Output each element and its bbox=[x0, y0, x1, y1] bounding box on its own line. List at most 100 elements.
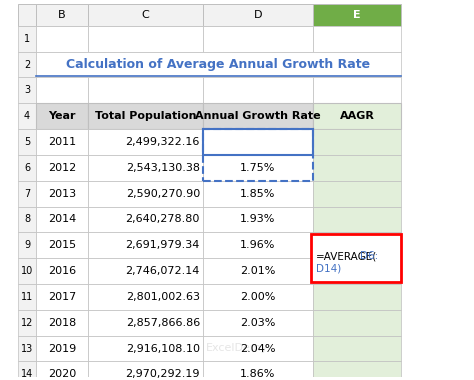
Bar bbox=[18, 361, 36, 380]
Bar bbox=[203, 232, 313, 258]
Bar bbox=[313, 181, 401, 206]
Bar bbox=[313, 78, 401, 103]
Text: 14: 14 bbox=[21, 369, 33, 379]
Bar bbox=[313, 26, 401, 52]
Bar bbox=[18, 78, 36, 103]
Bar bbox=[18, 336, 36, 361]
Text: =AVERAGE(: =AVERAGE( bbox=[316, 251, 377, 261]
Bar bbox=[18, 129, 36, 155]
Bar bbox=[88, 258, 203, 284]
Bar bbox=[203, 206, 313, 232]
Text: 2.04%: 2.04% bbox=[240, 344, 276, 353]
Bar bbox=[36, 361, 88, 380]
Bar bbox=[313, 284, 401, 310]
Text: 2: 2 bbox=[24, 60, 30, 70]
Text: 2015: 2015 bbox=[48, 240, 76, 250]
Bar bbox=[88, 26, 203, 52]
Text: 1.75%: 1.75% bbox=[240, 163, 276, 173]
Bar bbox=[88, 284, 203, 310]
Bar bbox=[313, 129, 401, 155]
Text: 2,801,002.63: 2,801,002.63 bbox=[126, 292, 200, 302]
Text: 2.00%: 2.00% bbox=[240, 292, 276, 302]
Text: Calculation of Average Annual Growth Rate: Calculation of Average Annual Growth Rat… bbox=[66, 58, 371, 71]
Text: 3: 3 bbox=[24, 86, 30, 95]
Text: Year: Year bbox=[48, 111, 76, 121]
Text: 1.93%: 1.93% bbox=[240, 214, 276, 225]
Text: 2019: 2019 bbox=[48, 344, 76, 353]
Text: 1.86%: 1.86% bbox=[240, 369, 276, 379]
Bar bbox=[36, 310, 88, 336]
Bar bbox=[203, 284, 313, 310]
Text: 2,916,108.10: 2,916,108.10 bbox=[126, 344, 200, 353]
Bar bbox=[18, 284, 36, 310]
Bar bbox=[18, 232, 36, 258]
Text: 2012: 2012 bbox=[48, 163, 76, 173]
Bar bbox=[36, 78, 88, 103]
Text: 2014: 2014 bbox=[48, 214, 76, 225]
Text: 2,970,292.19: 2,970,292.19 bbox=[126, 369, 200, 379]
Bar bbox=[313, 258, 401, 284]
Text: 2,746,072.14: 2,746,072.14 bbox=[126, 266, 200, 276]
Bar bbox=[313, 310, 401, 336]
Bar bbox=[18, 52, 36, 78]
Text: 10: 10 bbox=[21, 266, 33, 276]
Bar bbox=[203, 4, 313, 26]
Bar bbox=[18, 155, 36, 181]
Bar bbox=[88, 206, 203, 232]
Text: 2.03%: 2.03% bbox=[240, 318, 276, 328]
Text: B: B bbox=[58, 10, 66, 20]
Bar bbox=[36, 4, 88, 26]
Bar bbox=[36, 206, 88, 232]
Bar bbox=[36, 232, 88, 258]
Text: 2018: 2018 bbox=[48, 318, 76, 328]
Text: D14): D14) bbox=[316, 263, 341, 273]
Bar bbox=[313, 232, 401, 258]
Bar bbox=[36, 258, 88, 284]
Bar bbox=[203, 103, 313, 129]
Bar bbox=[203, 26, 313, 52]
Text: 12: 12 bbox=[21, 318, 33, 328]
Bar bbox=[203, 310, 313, 336]
Text: 2016: 2016 bbox=[48, 266, 76, 276]
Text: C: C bbox=[142, 10, 149, 20]
Text: 2,691,979.34: 2,691,979.34 bbox=[126, 240, 200, 250]
Bar bbox=[18, 206, 36, 232]
Text: 13: 13 bbox=[21, 344, 33, 353]
Bar bbox=[18, 310, 36, 336]
Text: Total Population: Total Population bbox=[95, 111, 196, 121]
Bar bbox=[88, 155, 203, 181]
Bar bbox=[313, 206, 401, 232]
Text: 2.01%: 2.01% bbox=[240, 266, 276, 276]
Bar bbox=[88, 181, 203, 206]
Bar bbox=[203, 336, 313, 361]
Bar bbox=[36, 26, 88, 52]
Text: 2013: 2013 bbox=[48, 188, 76, 199]
Bar bbox=[88, 4, 203, 26]
Text: 2,543,130.38: 2,543,130.38 bbox=[126, 163, 200, 173]
Text: 11: 11 bbox=[21, 292, 33, 302]
Text: 9: 9 bbox=[24, 240, 30, 250]
Bar bbox=[203, 129, 313, 155]
Text: D6:: D6: bbox=[360, 251, 378, 261]
Bar bbox=[203, 181, 313, 206]
Text: 2,857,866.86: 2,857,866.86 bbox=[126, 318, 200, 328]
Text: 4: 4 bbox=[24, 111, 30, 121]
Bar bbox=[313, 336, 401, 361]
Text: AAGR: AAGR bbox=[339, 111, 374, 121]
Text: 2,499,322.16: 2,499,322.16 bbox=[126, 137, 200, 147]
Bar bbox=[313, 361, 401, 380]
Bar bbox=[18, 258, 36, 284]
Text: D: D bbox=[254, 10, 262, 20]
Bar bbox=[203, 129, 313, 181]
Text: 1.96%: 1.96% bbox=[240, 240, 276, 250]
Bar bbox=[36, 181, 88, 206]
Text: 2,640,278.80: 2,640,278.80 bbox=[126, 214, 200, 225]
Bar bbox=[18, 103, 36, 129]
Bar bbox=[36, 336, 88, 361]
Bar bbox=[203, 155, 313, 181]
Text: 1.85%: 1.85% bbox=[240, 188, 276, 199]
Bar bbox=[203, 361, 313, 380]
Text: 2017: 2017 bbox=[48, 292, 76, 302]
Text: E: E bbox=[353, 10, 361, 20]
Text: 6: 6 bbox=[24, 163, 30, 173]
